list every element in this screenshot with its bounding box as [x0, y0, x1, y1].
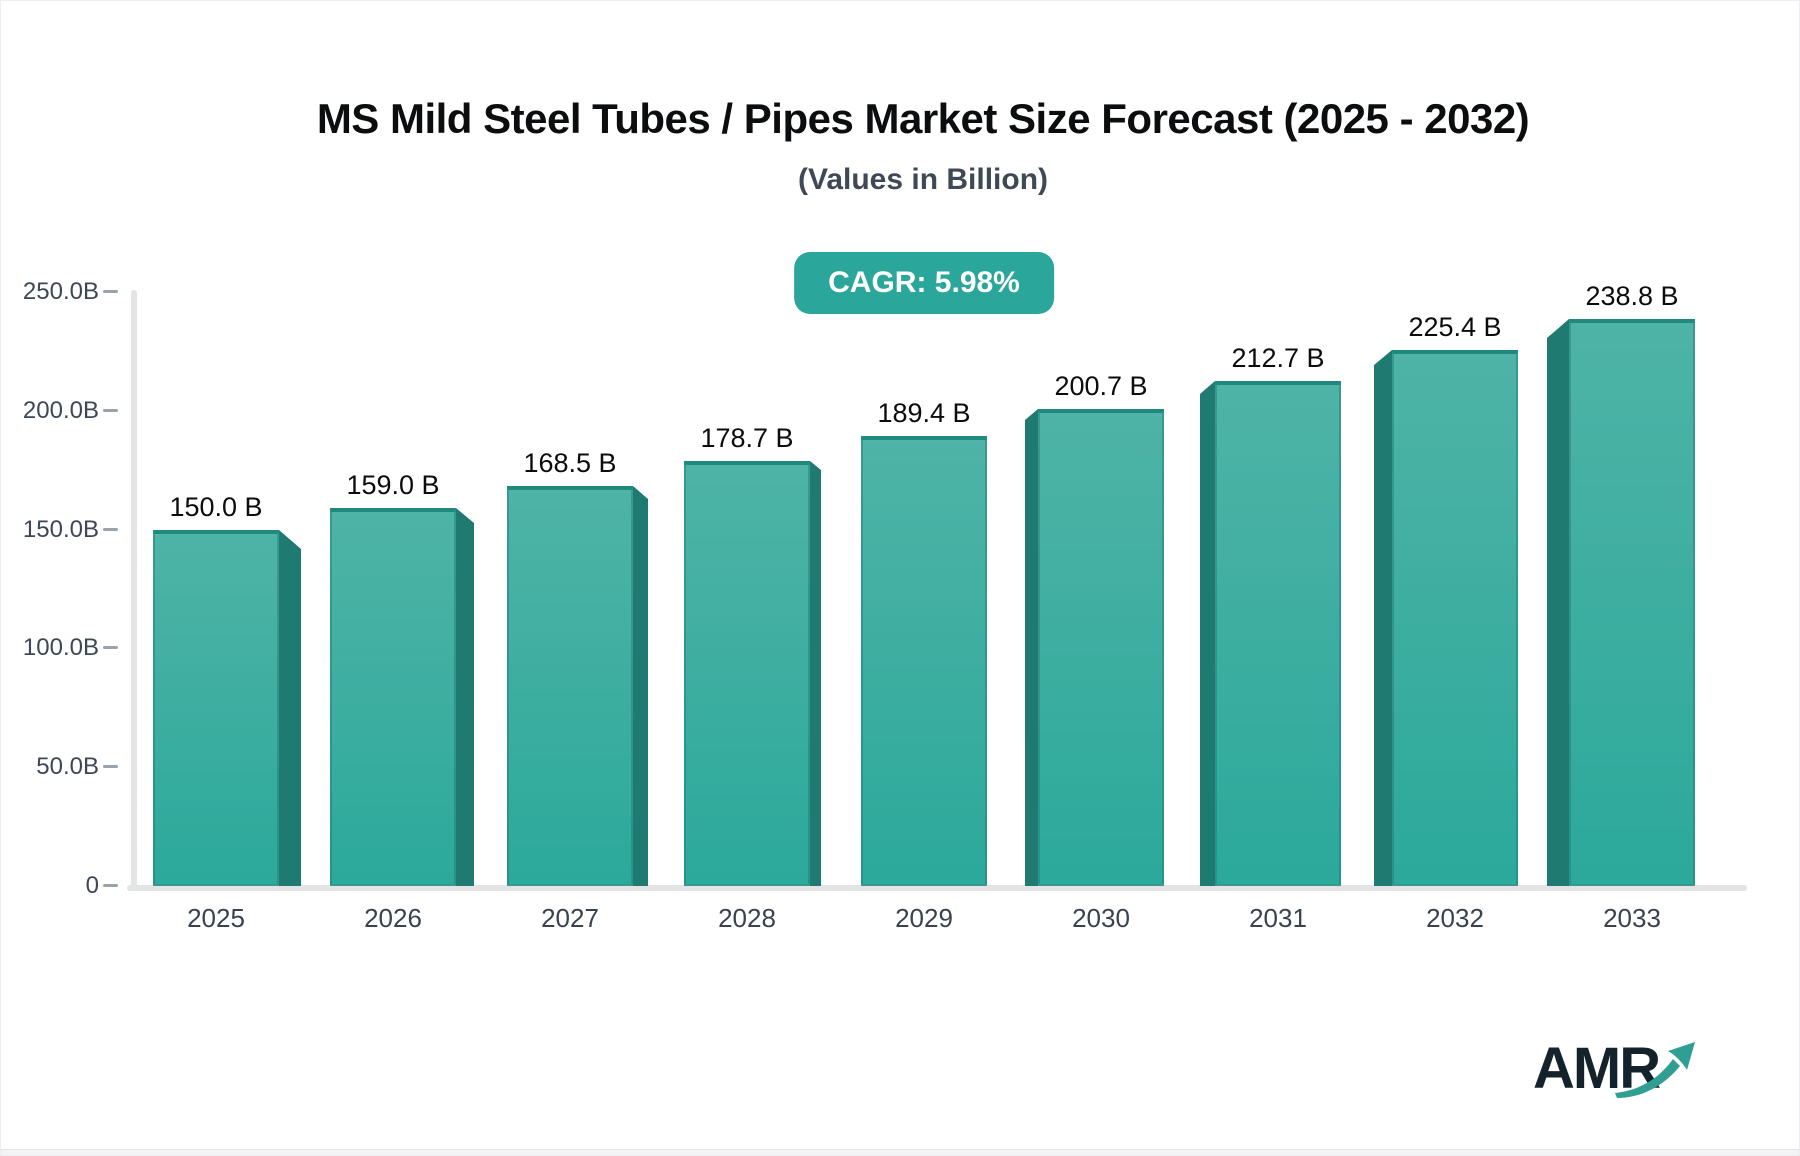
bar-3d-side-2026 [456, 508, 474, 886]
bar-value-label-2032: 225.4 B [1408, 312, 1502, 342]
x-axis-label-2031: 2031 [1249, 903, 1307, 933]
x-axis-label-2033: 2033 [1603, 903, 1661, 933]
y-axis-label-100: 100.0B [22, 634, 99, 662]
y-axis-label-250: 250.0B [22, 278, 99, 305]
chart-subtitle: (Values in Billion) [797, 163, 1049, 196]
bar-value-label-2031: 212.7 B [1231, 343, 1325, 373]
amr-logo: AMR [1533, 1035, 1723, 1105]
bar-value-label-2026: 159.0 B [346, 470, 440, 500]
x-axis-label-2025: 2025 [187, 903, 245, 933]
bar-2031 [1215, 381, 1341, 886]
y-axis-tick-50 [103, 765, 118, 769]
y-axis-tick-0 [103, 884, 118, 887]
y-axis-label-0: 0 [85, 872, 99, 899]
y-axis-label-150: 150.0B [22, 515, 99, 543]
x-axis-label-2027: 2027 [541, 903, 599, 933]
x-axis-label-2029: 2029 [895, 903, 953, 933]
y-axis-tick-200 [103, 408, 118, 412]
x-axis-label-2026: 2026 [364, 903, 422, 933]
bar-2026 [330, 508, 456, 886]
bar-2030 [1038, 409, 1164, 886]
x-axis-label-2028: 2028 [718, 903, 776, 933]
bar-2033 [1569, 319, 1695, 886]
bar-2025 [153, 530, 279, 886]
y-axis-line [131, 290, 137, 891]
page-title: MS Mild Steel Tubes / Pipes Market Size … [316, 95, 1530, 142]
y-axis-tick-100 [103, 646, 118, 650]
x-axis-baseline [127, 885, 1747, 891]
growth-arrow-icon [1615, 1042, 1695, 1098]
y-axis-label-50: 50.0B [36, 753, 99, 781]
y-axis-label-200: 200.0B [22, 396, 99, 424]
y-axis-tick-250 [103, 290, 118, 293]
bar-2027 [507, 486, 633, 886]
page-bottom-edge [1, 1149, 1799, 1155]
bar-value-label-2030: 200.7 B [1054, 371, 1148, 401]
bar-3d-side-2025 [279, 530, 301, 886]
x-axis-label-2032: 2032 [1426, 903, 1484, 933]
cagr-badge: CAGR: 5.98% [794, 252, 1054, 314]
bar-value-label-2025: 150.0 B [169, 492, 263, 522]
y-axis-tick-150 [103, 527, 118, 531]
bar-3d-side-2027 [633, 486, 648, 886]
bar-2029 [861, 436, 987, 886]
bar-value-label-2029: 189.4 B [877, 398, 971, 428]
bar-2032 [1392, 350, 1518, 886]
bar-2028 [684, 461, 810, 886]
bar-3d-side-2033 [1547, 319, 1569, 886]
bar-value-label-2033: 238.8 B [1585, 281, 1679, 311]
bar-3d-side-2028 [810, 461, 821, 886]
x-axis-label-2030: 2030 [1072, 903, 1130, 933]
bar-3d-side-2031 [1200, 381, 1215, 886]
bar-value-label-2027: 168.5 B [523, 448, 617, 478]
bar-3d-side-2030 [1025, 409, 1038, 886]
bar-value-label-2028: 178.7 B [700, 423, 794, 453]
bar-3d-side-2032 [1374, 350, 1392, 886]
